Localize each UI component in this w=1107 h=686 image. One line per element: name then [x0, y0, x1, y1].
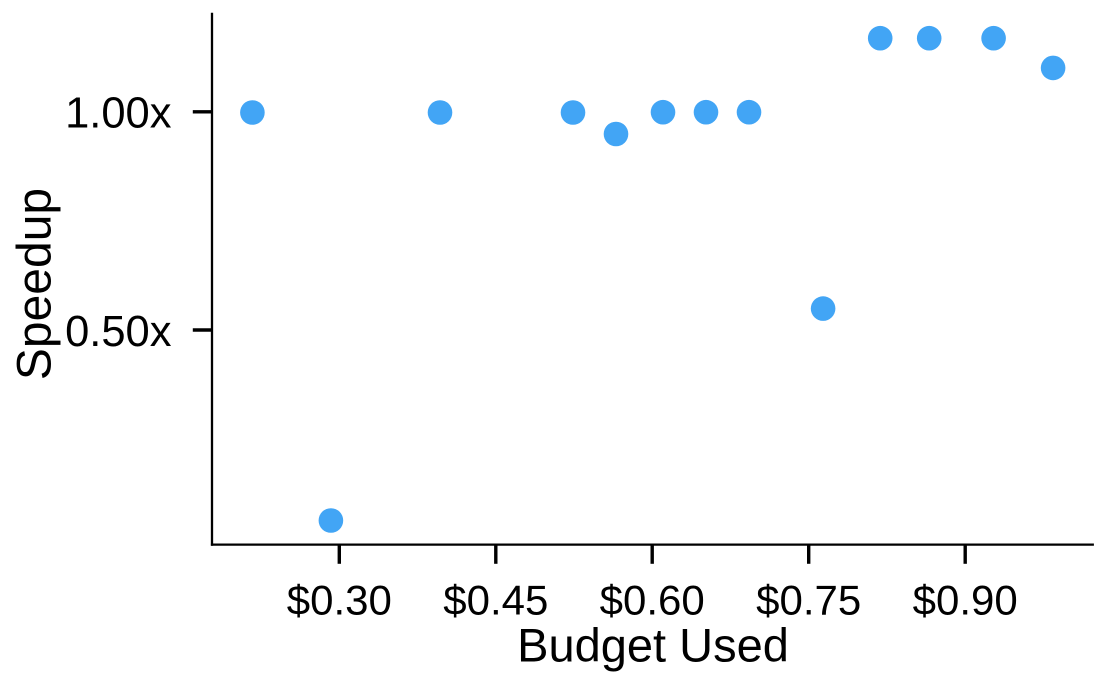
- svg-text:$0.30: $0.30: [287, 576, 392, 623]
- svg-text:0.50x: 0.50x: [65, 308, 172, 356]
- svg-text:Speedup: Speedup: [9, 188, 62, 380]
- svg-text:$0.75: $0.75: [756, 576, 861, 623]
- svg-text:1.00x: 1.00x: [65, 90, 172, 138]
- svg-text:Budget Used: Budget Used: [517, 619, 789, 672]
- svg-text:$0.90: $0.90: [913, 576, 1018, 623]
- svg-text:$0.45: $0.45: [443, 576, 548, 623]
- svg-text:$0.60: $0.60: [600, 576, 705, 623]
